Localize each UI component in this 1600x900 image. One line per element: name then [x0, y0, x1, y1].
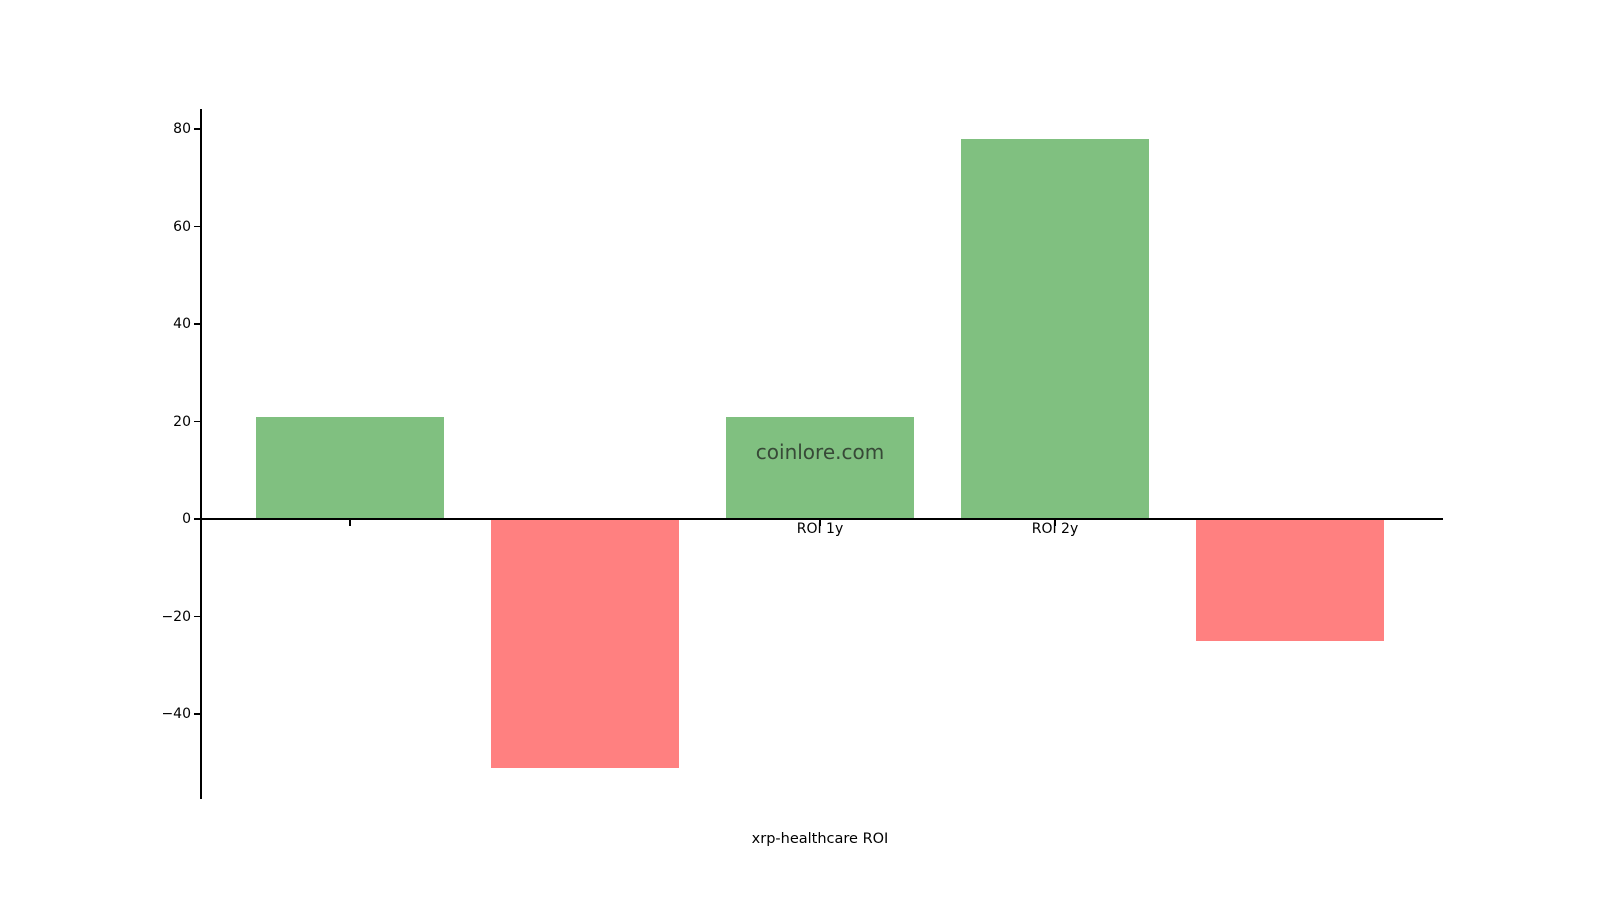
- x-tick-2: [819, 519, 821, 526]
- y-tick-label-0: 80: [173, 121, 191, 137]
- x-tick-label-3: ROI 2y: [1031, 521, 1079, 537]
- y-tick-label-1: 60: [173, 218, 191, 235]
- bar-2: [726, 416, 914, 519]
- y-tick-label-2: 40: [173, 316, 191, 332]
- watermark: coinlore.com: [755, 440, 885, 464]
- x-axis-title: xrp-healthcare ROI: [751, 831, 889, 847]
- bar-4: [1196, 519, 1384, 641]
- y-tick-3: [194, 420, 200, 423]
- y-tick-6: [194, 713, 200, 715]
- bar-3: [961, 138, 1149, 519]
- bar-1: [491, 519, 679, 768]
- x-tick-0: [349, 519, 351, 526]
- y-tick-label-5: −20: [161, 608, 191, 625]
- x-tick-3: [1054, 519, 1056, 526]
- y-tick-1: [194, 225, 200, 228]
- y-tick-label-3: 20: [173, 413, 191, 430]
- x-axis-line: [200, 518, 1443, 520]
- y-tick-label-4: 0: [182, 511, 191, 527]
- x-tick-label-2: ROI 1y: [796, 521, 844, 537]
- bar-0: [256, 416, 444, 519]
- y-axis-spine: [200, 109, 202, 799]
- y-tick-5: [194, 615, 200, 618]
- y-tick-label-6: −40: [161, 706, 191, 722]
- y-tick-0: [194, 128, 200, 130]
- y-tick-4: [194, 518, 200, 520]
- y-tick-2: [194, 323, 200, 325]
